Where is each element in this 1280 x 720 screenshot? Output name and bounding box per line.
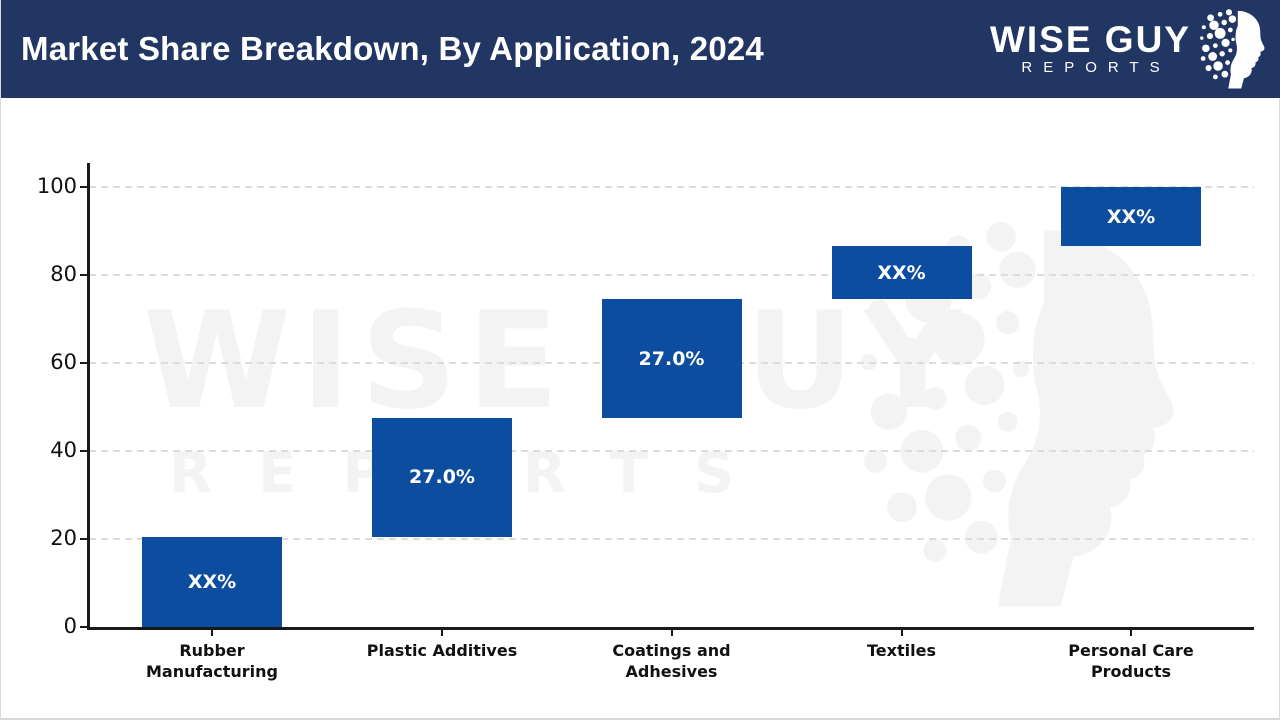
y-axis-tick-label: 80 (50, 262, 77, 286)
category-label: Coatings and Adhesives (612, 641, 731, 681)
x-axis-line (87, 627, 1254, 630)
page-title: Market Share Breakdown, By Application, … (21, 30, 764, 67)
y-axis-tick-label: 0 (63, 614, 77, 638)
y-axis-tick-label: 20 (50, 526, 77, 550)
gridline-80 (89, 274, 1254, 276)
x-axis-tick (1130, 629, 1132, 636)
bar-rubber-manufacturing: XX% (142, 536, 282, 627)
bar-value-label: XX% (187, 570, 237, 593)
y-axis-tick-80 (80, 274, 87, 276)
y-axis-tick-100 (80, 186, 87, 188)
logo-subtitle: REPORTS (1021, 59, 1171, 76)
category-label: Personal Care Products (1068, 641, 1194, 681)
y-axis-tick-label: 40 (50, 438, 77, 462)
bar-coatings-and-adhesives: 27.0% (601, 299, 742, 418)
bar-plastic-additives: 27.0% (372, 418, 512, 537)
x-axis-tick (211, 629, 213, 636)
bar-value-label: 27.0% (638, 347, 705, 370)
x-axis-tick (441, 629, 443, 636)
y-axis-tick-0 (80, 626, 87, 628)
y-axis-tick-40 (80, 450, 87, 452)
y-axis-tick-20 (80, 538, 87, 540)
category-label: Plastic Additives (366, 641, 518, 660)
category-label: Rubber Manufacturing (146, 641, 278, 681)
y-axis-tick-label: 100 (36, 174, 77, 198)
gridline-100 (89, 186, 1254, 188)
x-axis-tick (670, 629, 673, 636)
bar-value-label: XX% (1106, 205, 1156, 228)
x-axis-tick (900, 629, 903, 636)
logo-head-icon (1197, 8, 1265, 90)
y-axis-tick-60 (80, 362, 87, 364)
bar-textiles: XX% (831, 246, 972, 300)
watermark-text-line1: WISE GUY (143, 283, 972, 439)
bar-value-label: XX% (877, 261, 926, 284)
bar-personal-care-products: XX% (1061, 187, 1201, 247)
waterfall-chart: 0 20 40 60 80 100 XX% Rubber Manufacturing 27.0%… (1, 98, 1280, 720)
gridline-40 (89, 450, 1254, 452)
y-axis-tick-label: 60 (50, 350, 77, 374)
category-label: Textiles (867, 641, 936, 660)
logo-wordmark: WISE GUY (989, 19, 1191, 60)
gridline-20 (89, 538, 1254, 540)
bar-value-label: 27.0% (409, 466, 475, 489)
header-bar: Market Share Breakdown, By Application, … (1, 0, 1280, 98)
wise-guy-reports-logo: WISE GUY REPORTS (990, 8, 1265, 90)
logo-text: WISE GUY REPORTS (990, 21, 1191, 77)
y-axis-line (87, 163, 90, 629)
